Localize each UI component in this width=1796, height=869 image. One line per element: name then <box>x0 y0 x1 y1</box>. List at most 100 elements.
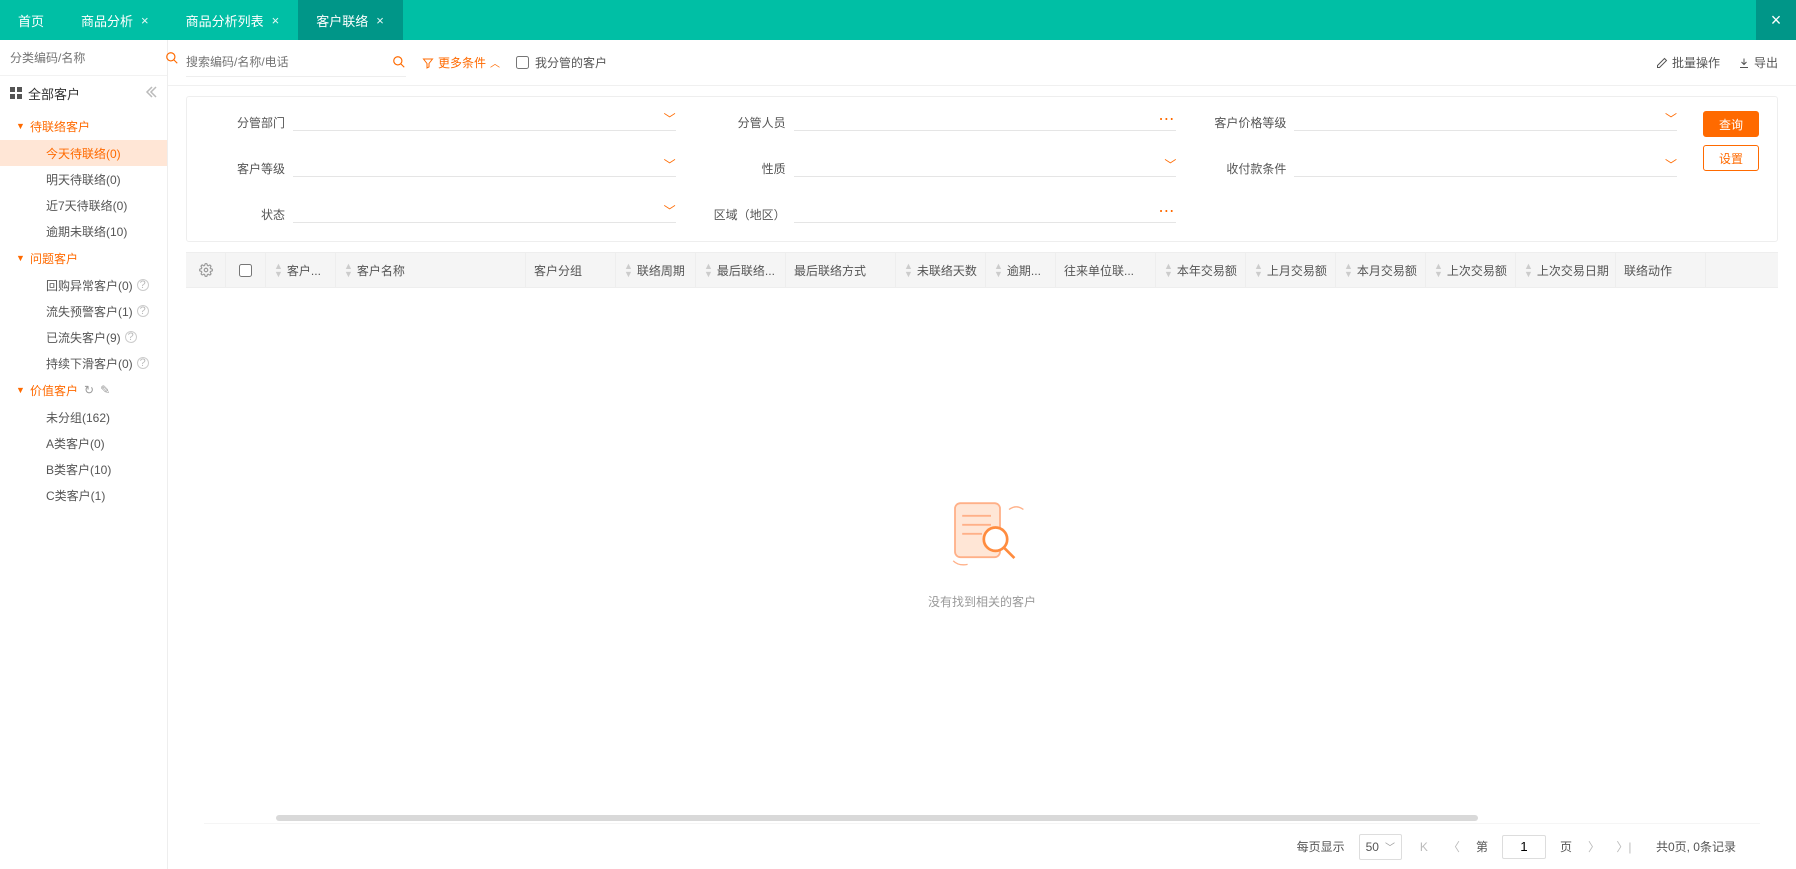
close-icon[interactable]: × <box>141 13 149 28</box>
sidebar-collapse-button[interactable] <box>143 84 161 102</box>
sidebar-item[interactable]: 未分组(162) <box>0 404 167 430</box>
sidebar-item[interactable]: 今天待联络(0) <box>0 140 167 166</box>
table-column-header[interactable]: ▲▼客户名称 <box>336 253 526 287</box>
sidebar-item-label: 逾期未联络(10) <box>46 223 127 240</box>
sidebar-group-label: 待联络客户 <box>30 118 90 135</box>
page-prefix: 第 <box>1476 838 1488 855</box>
export-icon <box>1738 57 1750 69</box>
filter-性质: 性质﹀ <box>706 153 1177 177</box>
sort-icon: ▲▼ <box>274 262 283 278</box>
page-input[interactable] <box>1502 835 1546 859</box>
scrollbar-thumb[interactable] <box>276 815 1478 821</box>
empty-state-text: 没有找到相关的客户 <box>928 593 1036 610</box>
table-column-header[interactable]: ▲▼客户... <box>266 253 336 287</box>
filter-客户等级: 客户等级﹀ <box>205 153 676 177</box>
table-select-all[interactable] <box>226 253 266 287</box>
sidebar-item-label: 流失预警客户(1) <box>46 303 133 320</box>
edit-icon[interactable]: ✎ <box>100 383 110 397</box>
close-icon[interactable]: × <box>272 13 280 28</box>
page-last-button[interactable]: 〉| <box>1616 838 1632 855</box>
table-column-header[interactable]: 客户分组 <box>526 253 616 287</box>
sidebar-item[interactable]: 近7天待联络(0) <box>0 192 167 218</box>
table-column-header[interactable]: ▲▼上次交易日期 <box>1516 253 1616 287</box>
filter-select[interactable]: ﹀ <box>293 153 676 177</box>
sidebar-all-customers[interactable]: 全部客户 <box>0 76 167 110</box>
sort-icon: ▲▼ <box>904 262 913 278</box>
filter-select[interactable]: ﹀ <box>794 153 1177 177</box>
table-settings-button[interactable] <box>186 253 226 287</box>
table-column-header[interactable]: ▲▼逾期... <box>986 253 1056 287</box>
tabbar-close-button[interactable]: × <box>1756 0 1796 40</box>
query-button[interactable]: 查询 <box>1703 111 1759 137</box>
sidebar-item[interactable]: 流失预警客户(1)? <box>0 298 167 324</box>
chevron-down-icon: ﹀ <box>664 110 676 127</box>
sidebar-group-待联络客户[interactable]: ▼ 待联络客户 <box>0 112 167 140</box>
table-column-header[interactable]: ▲▼最后联络... <box>696 253 786 287</box>
filter-select[interactable]: ﹀ <box>1294 153 1677 177</box>
export-button[interactable]: 导出 <box>1738 54 1778 71</box>
table-column-header[interactable]: ▲▼联络周期 <box>616 253 696 287</box>
table-column-header[interactable]: 联络动作 <box>1616 253 1706 287</box>
chevron-up-icon: ︿ <box>490 55 500 70</box>
sidebar-group-价值客户[interactable]: ▼价值客户↻✎ <box>0 376 167 404</box>
filter-label: 客户价格等级 <box>1206 114 1294 131</box>
select-all-checkbox[interactable] <box>239 264 252 277</box>
help-icon[interactable]: ? <box>137 357 149 369</box>
sidebar-item[interactable]: 明天待联络(0) <box>0 166 167 192</box>
batch-action-button[interactable]: 批量操作 <box>1656 54 1720 71</box>
filter-select[interactable]: ﹀ <box>293 199 676 223</box>
page-prev-button[interactable]: 〈 <box>1446 838 1462 855</box>
page-summary: 共0页, 0条记录 <box>1656 838 1736 855</box>
table-column-label: 未联络天数 <box>917 262 977 279</box>
sidebar-group-问题客户[interactable]: ▼问题客户 <box>0 244 167 272</box>
table-column-header[interactable]: 最后联络方式 <box>786 253 896 287</box>
search-icon[interactable] <box>392 55 406 69</box>
horizontal-scrollbar[interactable] <box>186 813 1778 823</box>
help-icon[interactable]: ? <box>125 331 137 343</box>
sidebar-item[interactable]: 回购异常客户(0)? <box>0 272 167 298</box>
main-search-input[interactable] <box>186 48 392 76</box>
help-icon[interactable]: ? <box>137 279 149 291</box>
table-column-header[interactable]: ▲▼上次交易额 <box>1426 253 1516 287</box>
tab-label: 商品分析列表 <box>186 11 264 30</box>
close-icon[interactable]: × <box>376 13 384 28</box>
sidebar-item[interactable]: 逾期未联络(10) <box>0 218 167 244</box>
table-column-header[interactable]: ▲▼未联络天数 <box>896 253 986 287</box>
sidebar-item[interactable]: A类客户(0) <box>0 430 167 456</box>
sidebar-item[interactable]: C类客户(1) <box>0 482 167 508</box>
tab-商品分析列表[interactable]: 商品分析列表 × <box>168 0 299 40</box>
sort-icon: ▲▼ <box>704 262 713 278</box>
table-column-label: 上次交易日期 <box>1537 262 1609 279</box>
tab-商品分析[interactable]: 商品分析× <box>63 0 168 40</box>
more-filters-toggle[interactable]: 更多条件 ︿ <box>422 54 500 71</box>
table-column-header[interactable]: 往来单位联... <box>1056 253 1156 287</box>
filter-select[interactable]: ﹀ <box>293 107 676 131</box>
my-customers-checkbox-input[interactable] <box>516 56 529 69</box>
my-customers-label: 我分管的客户 <box>535 54 607 71</box>
page-next-button[interactable]: 〉 <box>1586 838 1602 855</box>
table-header: ▲▼客户...▲▼客户名称客户分组▲▼联络周期▲▼最后联络...最后联络方式▲▼… <box>186 252 1778 288</box>
table-column-header[interactable]: ▲▼上月交易额 <box>1246 253 1336 287</box>
filter-select[interactable]: ﹀ <box>1294 107 1677 131</box>
sidebar-item[interactable]: B类客户(10) <box>0 456 167 482</box>
filter-picker[interactable]: ⋯ <box>794 199 1177 223</box>
sidebar: 全部客户 ▼ 待联络客户今天待联络(0)明天待联络(0)近7天待联络(0) 逾期未联… <box>0 40 168 869</box>
sort-icon: ▲▼ <box>1254 262 1263 278</box>
table-column-header[interactable]: ▲▼本年交易额 <box>1156 253 1246 287</box>
sidebar-item[interactable]: 持续下滑客户(0)? <box>0 350 167 376</box>
table-column-label: 往来单位联... <box>1064 262 1134 279</box>
settings-button[interactable]: 设置 <box>1703 145 1759 171</box>
search-icon[interactable] <box>165 51 179 65</box>
my-customers-checkbox[interactable]: 我分管的客户 <box>516 54 607 71</box>
caret-down-icon: ▼ <box>16 121 26 131</box>
per-page-select[interactable]: 50 ﹀ <box>1359 834 1402 860</box>
table-column-header[interactable]: ▲▼本月交易额 <box>1336 253 1426 287</box>
help-icon[interactable]: ? <box>137 305 149 317</box>
refresh-icon[interactable]: ↻ <box>84 383 94 397</box>
filter-picker[interactable]: ⋯ <box>794 107 1177 131</box>
sidebar-item[interactable]: 已流失客户(9)? <box>0 324 167 350</box>
sidebar-search-input[interactable] <box>10 51 165 65</box>
tab-首页[interactable]: 首页 <box>0 0 63 40</box>
tab-客户联络[interactable]: 客户联络× <box>298 0 403 40</box>
page-first-button[interactable]: K <box>1416 840 1432 854</box>
